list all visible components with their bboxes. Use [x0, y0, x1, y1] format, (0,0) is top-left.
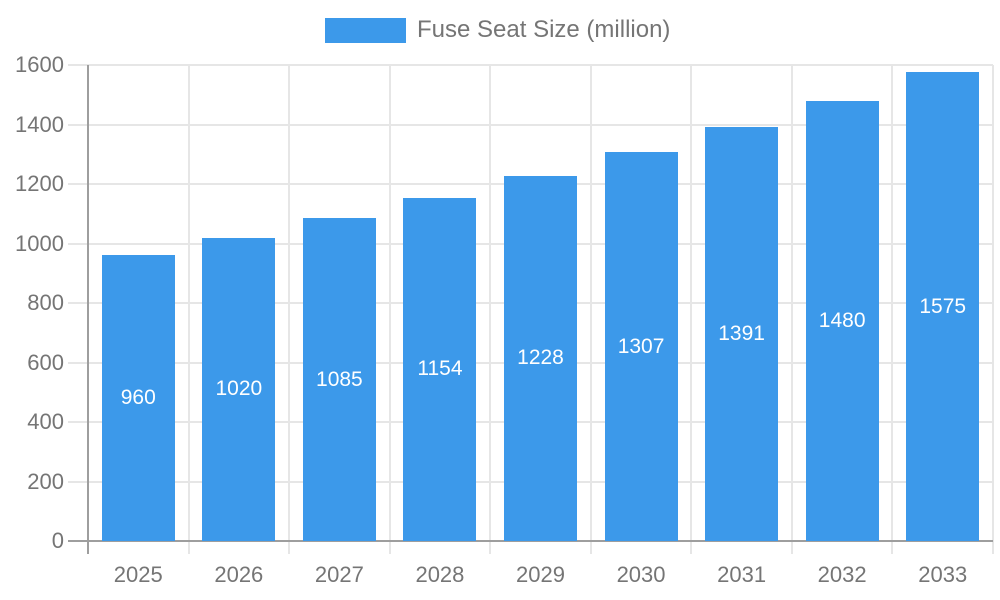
- x-axis-line: [68, 540, 993, 542]
- bar[interactable]: [302, 218, 376, 541]
- y-axis-tick-label: 1400: [15, 111, 64, 137]
- x-axis-tick-label: 2033: [918, 562, 968, 587]
- legend-label: Fuse Seat Size (million): [417, 16, 671, 43]
- y-axis-tick-label: 600: [27, 349, 64, 375]
- x-axis-tick-label: 2028: [415, 562, 465, 587]
- bar-value-label: 1307: [617, 334, 665, 358]
- v-gridline: [992, 65, 994, 554]
- bar[interactable]: [604, 152, 678, 541]
- x-axis-tick-label: 2025: [113, 562, 163, 587]
- h-gridline: [68, 123, 993, 126]
- bar[interactable]: [202, 237, 276, 541]
- x-axis-tick-label: 2031: [717, 562, 767, 587]
- chart-legend[interactable]: Fuse Seat Size (million): [325, 16, 670, 44]
- y-axis-tick-label: 200: [27, 468, 64, 494]
- bar[interactable]: [906, 72, 980, 541]
- bar[interactable]: [504, 175, 577, 541]
- y-axis-tick-label: 1600: [15, 52, 64, 77]
- bar-value-label: 1154: [417, 357, 463, 381]
- v-gridline: [388, 65, 391, 554]
- bar[interactable]: [403, 197, 477, 541]
- bar-value-label: 1575: [919, 294, 967, 318]
- x-axis-tick-label: 2026: [214, 562, 264, 587]
- y-axis-tick-label: 1000: [15, 230, 64, 256]
- v-gridline: [690, 65, 693, 554]
- bar[interactable]: [101, 255, 175, 541]
- bar-value-label: 1020: [215, 377, 263, 401]
- x-axis-tick-label: 2032: [817, 562, 867, 587]
- bar-value-label: 1480: [818, 308, 866, 332]
- bar-value-label: 1085: [316, 367, 363, 391]
- v-gridline: [589, 65, 592, 554]
- bar-value-label: 1228: [517, 346, 564, 370]
- y-axis-line: [87, 65, 89, 554]
- y-axis-tick-label: 0: [51, 528, 64, 553]
- h-gridline: [68, 64, 993, 66]
- v-gridline: [187, 65, 190, 554]
- v-gridline: [489, 65, 492, 554]
- x-axis-tick-label: 2027: [314, 562, 364, 587]
- v-gridline: [790, 65, 793, 554]
- v-gridline: [891, 65, 894, 554]
- x-axis-tick-label: 2030: [616, 562, 666, 587]
- bar-value-label: 1391: [718, 322, 765, 346]
- bar-value-label: 960: [120, 386, 156, 410]
- y-axis-tick-label: 400: [27, 409, 64, 434]
- bar[interactable]: [805, 100, 879, 541]
- y-axis-tick-label: 800: [27, 290, 64, 315]
- y-axis-tick-label: 1200: [15, 171, 64, 196]
- bar[interactable]: [705, 127, 779, 541]
- legend-swatch[interactable]: [325, 17, 406, 43]
- v-gridline: [288, 65, 291, 554]
- x-axis-tick-label: 2029: [516, 562, 565, 587]
